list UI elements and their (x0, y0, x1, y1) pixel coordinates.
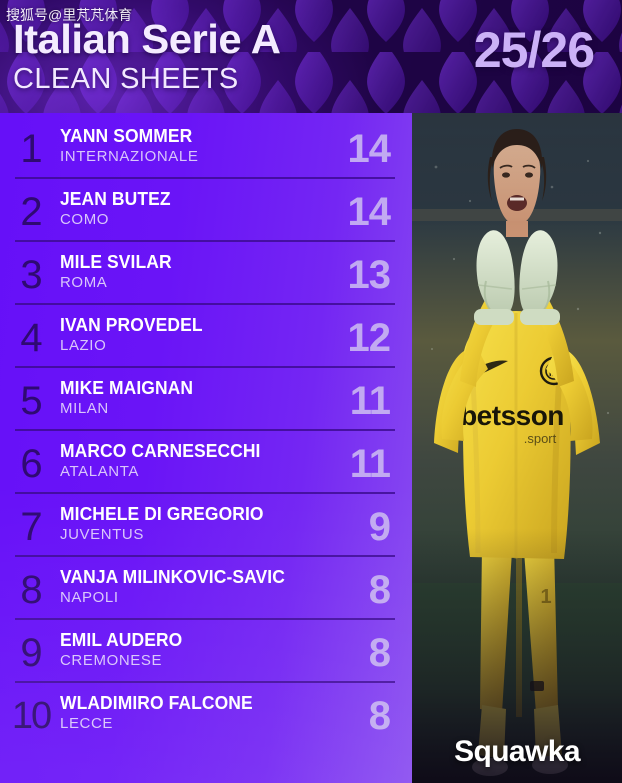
ranking-row[interactable]: 7 MICHELE DI GREGORIO JUVENTUS 9 (0, 496, 412, 559)
rank-number: 8 (20, 568, 42, 612)
page-subtitle: CLEAN SHEETS (13, 63, 239, 95)
player-name: VANJA MILINKOVIC-SAVIC (60, 567, 285, 587)
clean-sheets-value: 11 (349, 442, 391, 486)
page-title: Italian Serie A (13, 16, 281, 62)
player-name: EMIL AUDERO (60, 630, 183, 650)
team-name: ROMA (60, 274, 108, 291)
row-divider (15, 366, 395, 368)
ranking-row[interactable]: 6 MARCO CARNESECCHI ATALANTA 11 (0, 433, 412, 496)
clean-sheets-value: 8 (368, 694, 391, 738)
row-divider (15, 177, 395, 179)
clean-sheets-value: 8 (368, 568, 391, 612)
svg-text:betsson: betsson (460, 400, 564, 431)
player-name: MICHELE DI GREGORIO (60, 504, 264, 524)
ranking-row[interactable]: 1 YANN SOMMER INTERNAZIONALE 14 (0, 118, 412, 181)
ranking-row[interactable]: 2 JEAN BUTEZ COMO 14 (0, 181, 412, 244)
rank-number: 1 (20, 127, 42, 171)
ranking-row[interactable]: 5 MIKE MAIGNAN MILAN 11 (0, 370, 412, 433)
row-divider (15, 429, 395, 431)
row-divider (15, 240, 395, 242)
svg-text:1: 1 (540, 586, 551, 608)
player-name: JEAN BUTEZ (60, 189, 171, 209)
team-name: NAPOLI (60, 589, 119, 606)
team-name: ATALANTA (60, 463, 139, 480)
rank-number: 10 (11, 695, 52, 737)
watermark-text: 搜狐号@里芃芃体育 (6, 7, 133, 23)
rank-number: 6 (20, 442, 42, 486)
ranking-list: 1 YANN SOMMER INTERNAZIONALE 14 2 JEAN BUTEZ C… (0, 113, 412, 783)
player-name: WLADIMIRO FALCONE (60, 693, 253, 713)
header-banner: 搜狐号@里芃芃体育 Italian Serie A CLEAN SHEETS 2… (0, 0, 622, 113)
team-name: CREMONESE (60, 652, 163, 669)
rank-number: 2 (20, 190, 42, 234)
ranking-row[interactable]: 4 IVAN PROVEDEL LAZIO 12 (0, 307, 412, 370)
rank-number: 5 (20, 379, 42, 423)
player-photo: IM betsson .sport 1 (412, 113, 622, 783)
player-name: IVAN PROVEDEL (60, 315, 203, 335)
player-name: MARCO CARNESECCHI (60, 441, 261, 461)
season-label: 25/26 (473, 22, 595, 78)
ranking-row[interactable]: 10 WLADIMIRO FALCONE LECCE 8 (0, 685, 412, 748)
team-name: INTERNAZIONALE (60, 148, 199, 165)
ranking-row[interactable]: 8 VANJA MILINKOVIC-SAVIC NAPOLI 8 (0, 559, 412, 622)
row-divider (15, 681, 395, 683)
team-name: MILAN (60, 400, 109, 417)
team-name: JUVENTUS (60, 526, 144, 543)
brand-logo: Squawka (454, 735, 580, 768)
team-name: COMO (60, 211, 110, 228)
row-divider (15, 303, 395, 305)
rank-number: 4 (20, 316, 42, 360)
svg-text:.sport: .sport (524, 431, 557, 446)
clean-sheets-value: 13 (347, 253, 391, 297)
clean-sheets-value: 14 (347, 127, 391, 171)
clean-sheets-value: 9 (368, 505, 391, 549)
rank-number: 3 (20, 253, 42, 297)
team-name: LECCE (60, 715, 114, 732)
ranking-row[interactable]: 3 MILE SVILAR ROMA 13 (0, 244, 412, 307)
rank-number: 9 (20, 631, 42, 675)
team-name: LAZIO (60, 337, 107, 354)
clean-sheets-value: 11 (349, 379, 391, 423)
player-name: MILE SVILAR (60, 252, 172, 272)
clean-sheets-value: 12 (347, 316, 391, 360)
ranking-row[interactable]: 9 EMIL AUDERO CREMONESE 8 (0, 622, 412, 685)
player-name: MIKE MAIGNAN (60, 378, 194, 398)
row-divider (15, 492, 395, 494)
row-divider (15, 618, 395, 620)
row-divider (15, 555, 395, 557)
clean-sheets-value: 8 (368, 631, 391, 675)
rank-number: 7 (20, 505, 42, 549)
player-name: YANN SOMMER (60, 126, 193, 146)
clean-sheets-value: 14 (347, 190, 391, 234)
